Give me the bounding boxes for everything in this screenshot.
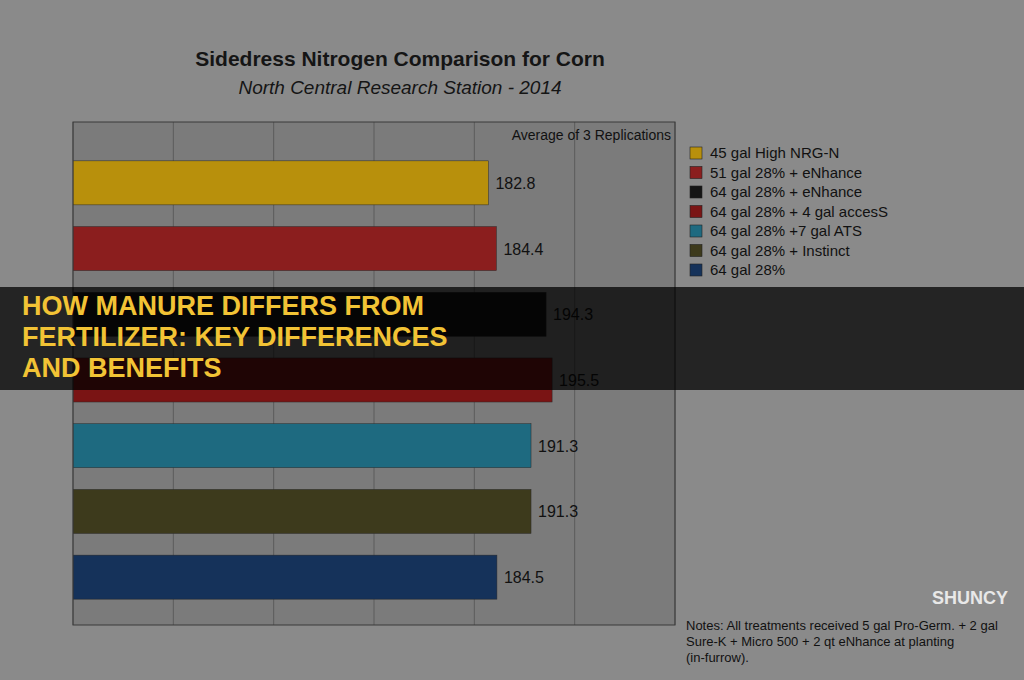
banner-band [0,287,1024,390]
legend-swatch [690,167,702,179]
chart: Sidedress Nitrogen Comparison for Corn No… [0,0,1024,680]
subtitle: North Central Research Station - 2014 [238,77,561,98]
data-label: 191.3 [538,438,578,455]
legend-swatch [690,264,702,276]
annotation: Average of 3 Replications [512,127,671,143]
notes: Notes: All treatments received 5 gal Pro… [686,618,998,665]
legend-label: 45 gal High NRG-N [710,144,839,161]
notes-line: Notes: All treatments received 5 gal Pro… [686,618,998,633]
banner-title: HOW MANURE DIFFERS FROMFERTILIZER: KEY D… [22,291,448,383]
banner: HOW MANURE DIFFERS FROMFERTILIZER: KEY D… [22,291,448,383]
legend-label: 51 gal 28% + eNhance [710,164,862,181]
legend-label: 64 gal 28% [710,261,785,278]
legend-swatch [690,206,702,218]
notes-text: Notes: All treatments received 5 gal Pro… [686,618,998,665]
notes-line: Sure-K + Micro 500 + 2 qt eNhance at pla… [686,634,954,649]
data-label: 182.8 [495,175,535,192]
legend: 45 gal High NRG-N 51 gal 28% + eNhance 64 … [690,144,888,278]
page: {"chart_data": {"type": "bar", "orientat… [0,0,1024,680]
banner-title-line: HOW MANURE DIFFERS FROM [22,291,424,321]
background [0,0,1024,680]
title: Sidedress Nitrogen Comparison for Corn [195,47,605,70]
legend-swatch [690,225,702,237]
logo: SHUNCY [932,588,1008,608]
legend-swatch [690,147,702,159]
bar [73,227,496,271]
legend-label: 64 gal 28% + Instinct [710,242,851,259]
bar [73,489,531,533]
bar [73,161,488,205]
banner-title-line: AND BENEFITS [22,353,222,383]
data-label: 184.4 [503,241,543,258]
legend-label: 64 gal 28% + 4 gal accesS [710,203,888,220]
bar [73,555,497,599]
notes-line: (in-furrow). [686,650,749,665]
data-label: 191.3 [538,503,578,520]
legend-swatch [690,186,702,198]
legend-swatch [690,245,702,257]
legend-label: 64 gal 28% + eNhance [710,183,862,200]
banner-title-line: FERTILIZER: KEY DIFFERENCES [22,322,448,352]
data-label: 184.5 [504,569,544,586]
bar [73,424,531,468]
legend-label: 64 gal 28% +7 gal ATS [710,222,862,239]
